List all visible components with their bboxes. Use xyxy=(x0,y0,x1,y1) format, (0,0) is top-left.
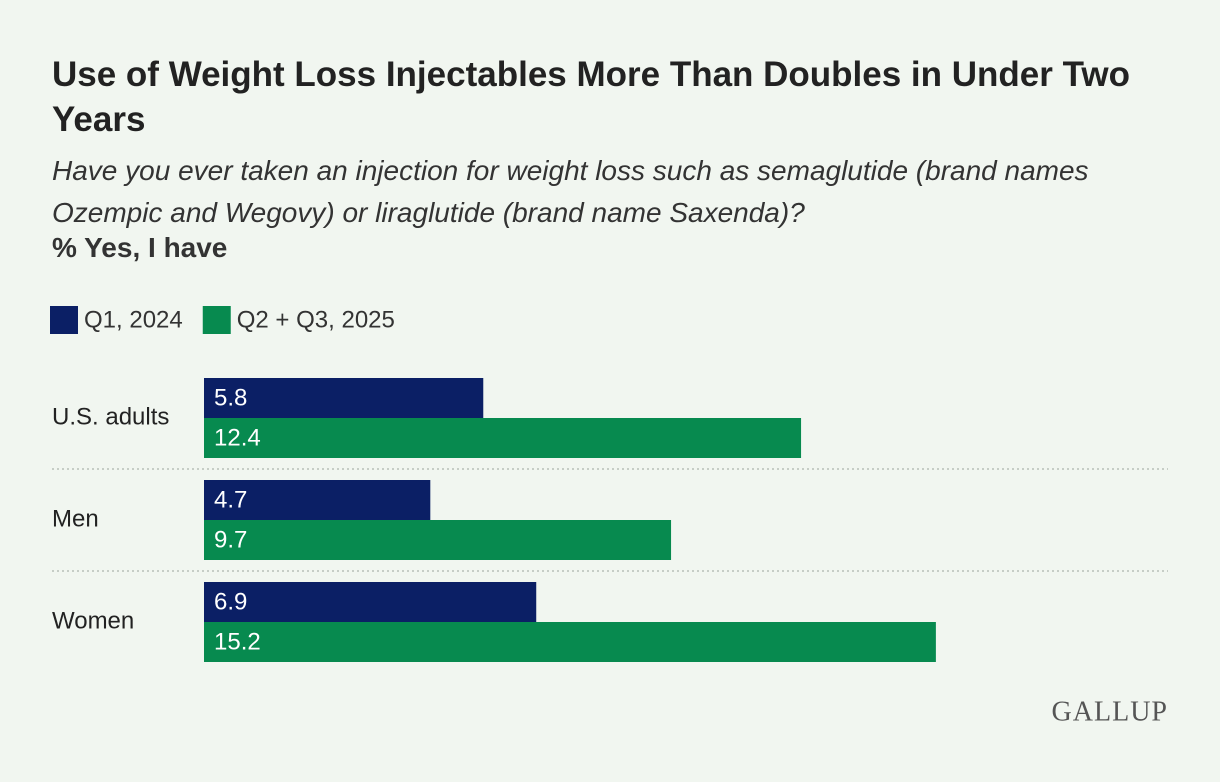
bar xyxy=(204,520,672,560)
chart-title: Use of Weight Loss Injectables More Than… xyxy=(52,55,1130,139)
chart-subtitle: Have you ever taken an injection for wei… xyxy=(52,155,1089,228)
data-label: 9.7 xyxy=(214,526,247,553)
brand-logo: GALLUP xyxy=(1052,696,1168,727)
category-label: Men xyxy=(52,505,99,532)
data-label: 15.2 xyxy=(214,628,261,655)
category-label: Women xyxy=(52,607,134,634)
legend-swatch xyxy=(202,306,231,334)
bar xyxy=(204,582,537,622)
measure-label: % Yes, I have xyxy=(52,232,228,263)
bar xyxy=(204,378,484,418)
category-label: U.S. adults xyxy=(52,403,169,430)
data-label: 12.4 xyxy=(214,424,261,451)
data-label: 6.9 xyxy=(214,588,247,615)
bar xyxy=(204,622,936,662)
legend-label: Q1, 2024 xyxy=(84,306,183,333)
bar xyxy=(204,480,431,520)
data-label: 5.8 xyxy=(214,384,247,411)
legend-label: Q2 + Q3, 2025 xyxy=(237,306,395,333)
bar xyxy=(204,418,802,458)
legend-swatch xyxy=(50,306,78,334)
data-label: 4.7 xyxy=(214,486,247,513)
